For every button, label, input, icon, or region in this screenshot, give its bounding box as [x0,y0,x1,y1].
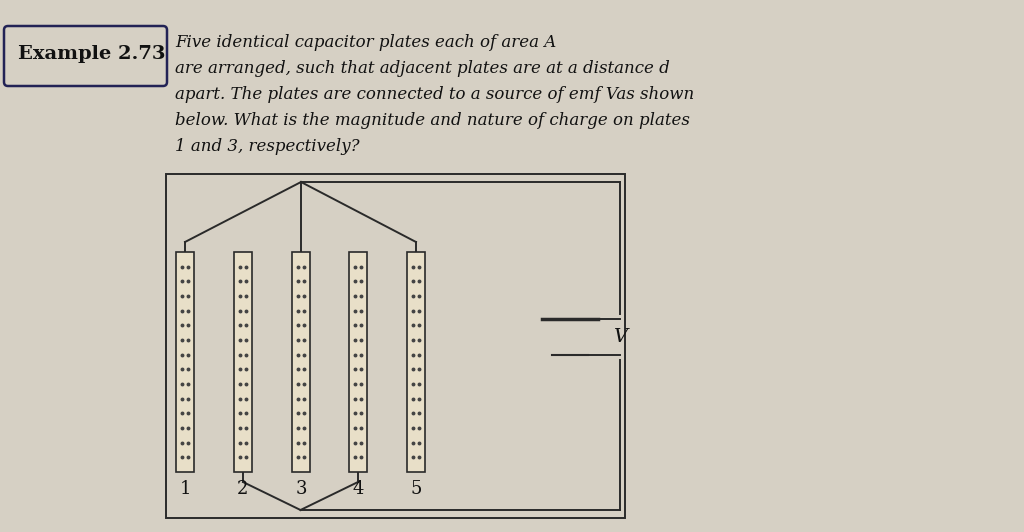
Text: Example 2.73: Example 2.73 [18,45,166,63]
Text: 1: 1 [179,480,190,498]
Bar [234,252,252,472]
Text: 3: 3 [295,480,307,498]
Text: 5: 5 [411,480,422,498]
Bar [176,252,194,472]
Bar [292,252,310,472]
Text: 1 and 3, respectively?: 1 and 3, respectively? [175,138,359,155]
Text: are arranged, such that adjacent plates are at a distance d: are arranged, such that adjacent plates … [175,60,670,77]
Bar [349,252,367,472]
Bar [166,174,625,518]
Text: 4: 4 [352,480,364,498]
Text: Five identical capacitor plates each of area A: Five identical capacitor plates each of … [175,34,556,51]
Text: apart. The plates are connected to a source of emf Vas shown: apart. The plates are connected to a sou… [175,86,694,103]
Text: 2: 2 [238,480,249,498]
Bar [407,252,425,472]
Text: V: V [613,328,627,346]
Text: below. What is the magnitude and nature of charge on plates: below. What is the magnitude and nature … [175,112,690,129]
